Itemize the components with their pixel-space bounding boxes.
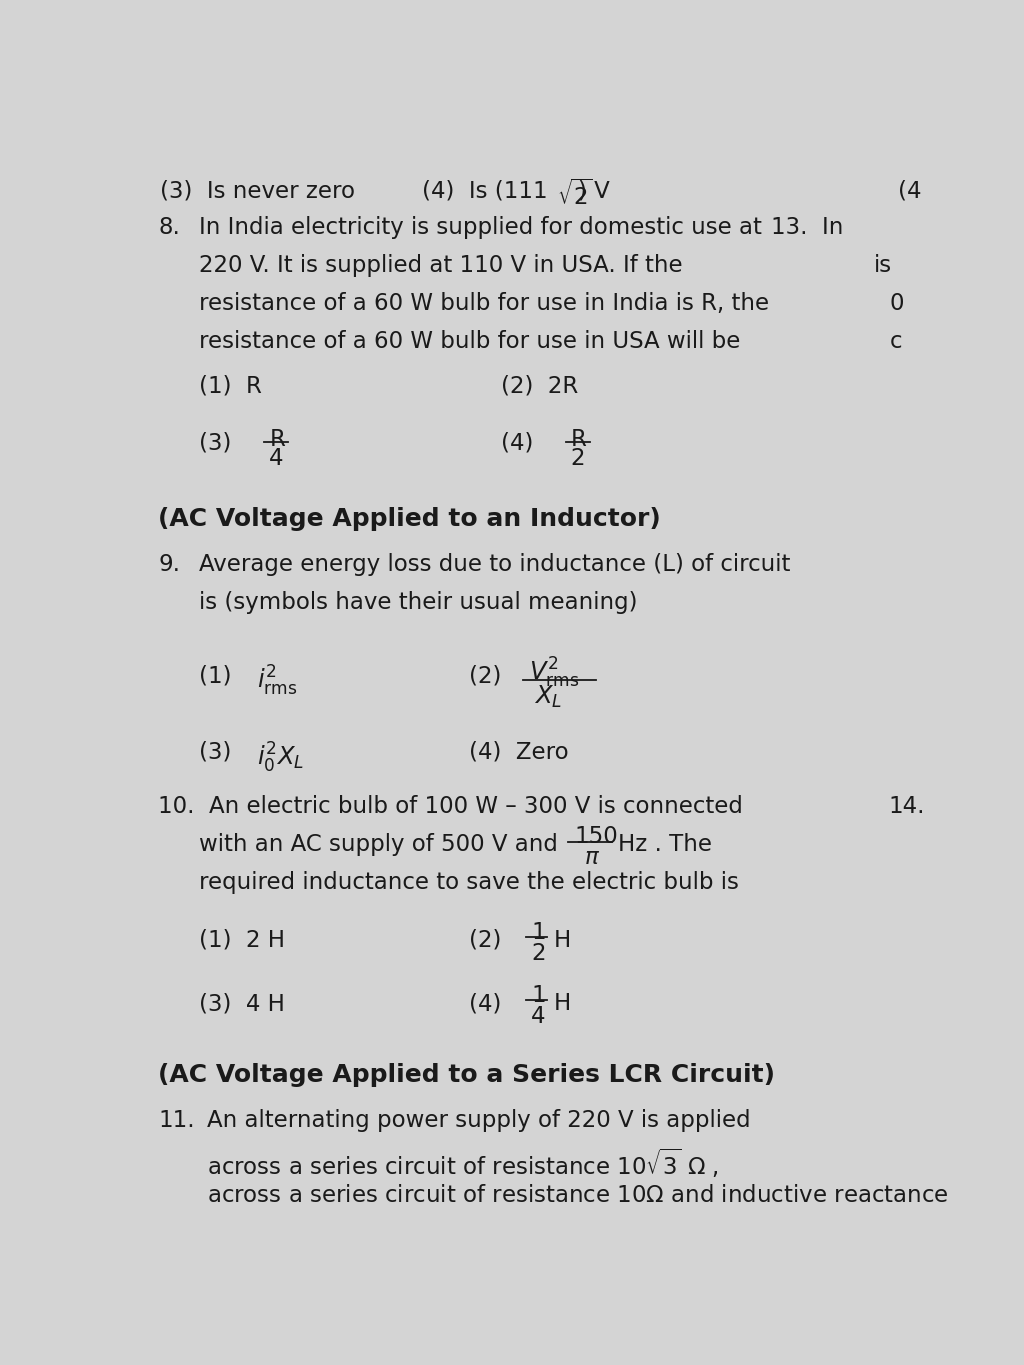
Text: 11.: 11. (158, 1108, 195, 1132)
Text: $i^{2}_{\rm rms}$: $i^{2}_{\rm rms}$ (257, 665, 298, 699)
Text: (2): (2) (469, 665, 502, 687)
Text: with an AC supply of 500 V and: with an AC supply of 500 V and (200, 833, 558, 856)
Text: 9.: 9. (158, 553, 180, 576)
Text: $\sqrt{2}$: $\sqrt{2}$ (557, 180, 593, 210)
Text: (4: (4 (898, 180, 922, 202)
Text: 1: 1 (531, 920, 546, 943)
Text: is: is (873, 254, 892, 277)
Text: (3)  4 H: (3) 4 H (200, 992, 286, 1016)
Text: required inductance to save the electric bulb is: required inductance to save the electric… (200, 871, 739, 894)
Text: $\mathrm{across}$ a series circuit of resistance 10$\Omega$ and inductive reacta: $\mathrm{across}$ a series circuit of re… (207, 1185, 949, 1208)
Text: (4): (4) (501, 431, 534, 455)
Text: is (symbols have their usual meaning): is (symbols have their usual meaning) (200, 591, 638, 613)
Text: H: H (553, 992, 570, 1016)
Text: An alternating power supply of 220 V is applied: An alternating power supply of 220 V is … (207, 1108, 751, 1132)
Text: Hz . The: Hz . The (618, 833, 713, 856)
Text: R: R (570, 427, 587, 450)
Text: 4: 4 (531, 1005, 546, 1028)
Text: 2: 2 (531, 942, 546, 965)
Text: $\pi$: $\pi$ (584, 846, 600, 870)
Text: H: H (553, 930, 570, 951)
Text: $V^{2}_{\rm rms}$: $V^{2}_{\rm rms}$ (528, 655, 579, 689)
Text: 4: 4 (269, 446, 284, 470)
Text: across a series circuit of resistance 10$\sqrt{3}$ $\Omega$ ,: across a series circuit of resistance 10… (207, 1147, 719, 1179)
Text: (4)  Is (111: (4) Is (111 (422, 180, 547, 202)
Text: $X_L$: $X_L$ (535, 684, 562, 710)
Text: resistance of a 60 W bulb for use in USA will be: resistance of a 60 W bulb for use in USA… (200, 330, 740, 354)
Text: In India electricity is supplied for domestic use at: In India electricity is supplied for dom… (200, 216, 762, 239)
Text: (AC Voltage Applied to a Series LCR Circuit): (AC Voltage Applied to a Series LCR Circ… (158, 1063, 775, 1088)
Text: c: c (890, 330, 902, 354)
Text: 8.: 8. (158, 216, 180, 239)
Text: 150: 150 (574, 824, 617, 848)
Text: (4): (4) (469, 992, 502, 1016)
Text: (AC Voltage Applied to an Inductor): (AC Voltage Applied to an Inductor) (158, 508, 660, 531)
Text: Average energy loss due to inductance (L) of circuit: Average energy loss due to inductance (L… (200, 553, 791, 576)
Text: resistance of a 60 W bulb for use in India is R, the: resistance of a 60 W bulb for use in Ind… (200, 292, 770, 315)
Text: 14.: 14. (888, 796, 925, 819)
Text: (4)  Zero: (4) Zero (469, 741, 569, 764)
Text: (1)  2 H: (1) 2 H (200, 930, 286, 951)
Text: 10.  An electric bulb of 100 W – 300 V is connected: 10. An electric bulb of 100 W – 300 V is… (158, 796, 743, 819)
Text: 220 V. It is supplied at 110 V in USA. If the: 220 V. It is supplied at 110 V in USA. I… (200, 254, 683, 277)
Text: (1)  R: (1) R (200, 374, 262, 397)
Text: 13.  In: 13. In (771, 216, 843, 239)
Text: 0: 0 (890, 292, 904, 315)
Text: (3): (3) (200, 741, 231, 764)
Text: (3): (3) (200, 431, 231, 455)
Text: 1: 1 (531, 984, 546, 1006)
Text: R: R (269, 427, 285, 450)
Text: $i^{2}_{0}X_L$: $i^{2}_{0}X_L$ (257, 741, 304, 775)
Text: (2)  2R: (2) 2R (501, 374, 579, 397)
Text: ) V: ) V (578, 180, 609, 202)
Text: (2): (2) (469, 930, 502, 951)
Text: (3)  Is never zero: (3) Is never zero (160, 180, 354, 202)
Text: (1): (1) (200, 665, 231, 687)
Text: 2: 2 (570, 446, 586, 470)
